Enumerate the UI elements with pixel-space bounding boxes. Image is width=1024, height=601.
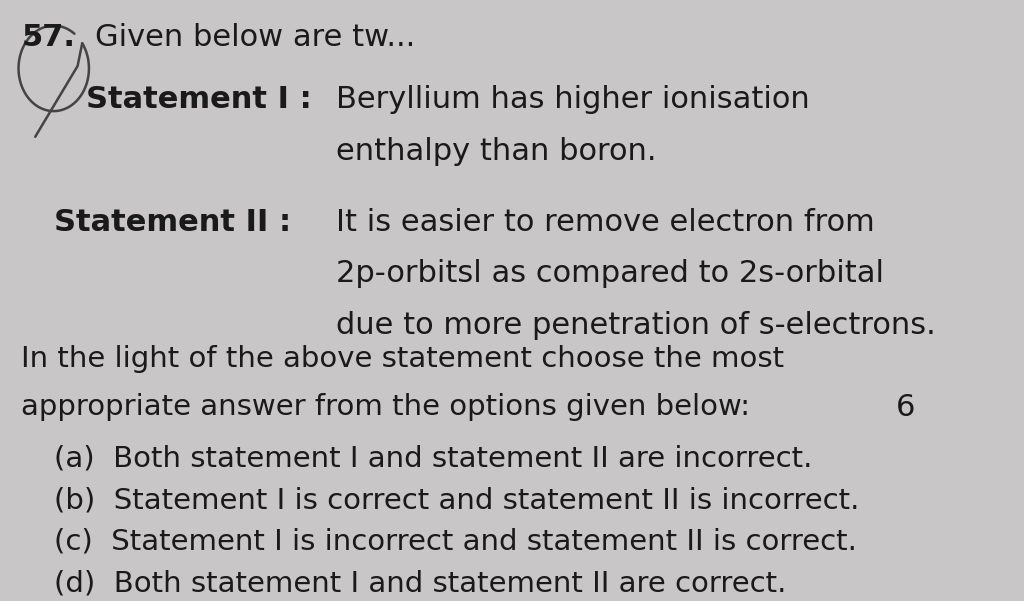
Text: (d)  Both statement I and statement II are correct.: (d) Both statement I and statement II ar… [53, 570, 786, 597]
Text: (a)  Both statement I and statement II are incorrect.: (a) Both statement I and statement II ar… [53, 445, 812, 473]
Text: Statement II :: Statement II : [53, 208, 291, 237]
Text: (c)  Statement I is incorrect and statement II is correct.: (c) Statement I is incorrect and stateme… [53, 528, 857, 556]
Text: (b)  Statement I is correct and statement II is incorrect.: (b) Statement I is correct and statement… [53, 486, 859, 514]
Text: 57.: 57. [22, 23, 76, 52]
Text: appropriate answer from the options given below:: appropriate answer from the options give… [22, 394, 751, 421]
Text: enthalpy than boron.: enthalpy than boron. [336, 137, 656, 166]
Text: 6: 6 [896, 394, 915, 423]
Text: In the light of the above statement choose the most: In the light of the above statement choo… [22, 345, 784, 373]
Text: Beryllium has higher ionisation: Beryllium has higher ionisation [336, 85, 810, 114]
Text: It is easier to remove electron from: It is easier to remove electron from [336, 208, 876, 237]
Text: due to more penetration of s-electrons.: due to more penetration of s-electrons. [336, 311, 936, 340]
Text: Given below are tw...: Given below are tw... [95, 23, 416, 52]
Text: Statement I :: Statement I : [86, 85, 312, 114]
Text: 2p-orbitsl as compared to 2s-orbital: 2p-orbitsl as compared to 2s-orbital [336, 260, 885, 288]
